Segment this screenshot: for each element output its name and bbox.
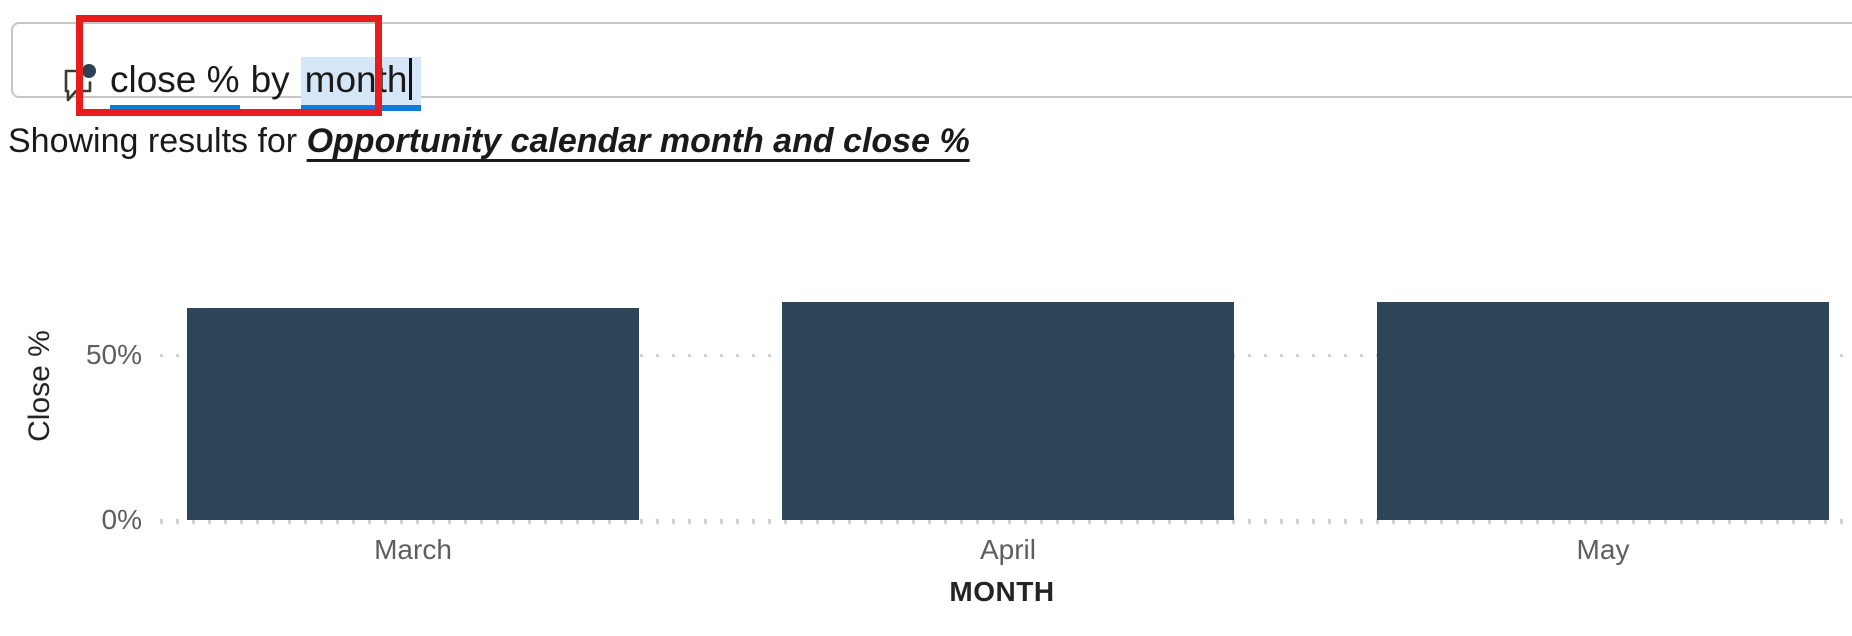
- query-token-month-label: month: [304, 59, 408, 100]
- results-caption-prefix: Showing results for: [8, 122, 307, 160]
- x-category-label-march: March: [374, 534, 452, 565]
- x-category-label-may: May: [1576, 534, 1630, 565]
- gridline-0%: [160, 519, 1844, 522]
- close-pct-by-month-bar-chart: Close % 0% 50% March April May MONTH: [0, 170, 1852, 636]
- x-category-label-april: April: [979, 534, 1036, 565]
- qna-comment-icon: [64, 62, 99, 102]
- x-axis-tick-dots: [160, 521, 1844, 524]
- query-token-by[interactable]: by: [250, 59, 290, 100]
- qna-query-input[interactable]: close % by month: [110, 57, 422, 114]
- results-restatement-link[interactable]: Opportunity calendar month and close %: [306, 122, 970, 160]
- results-caption: Showing results for Opportunity calendar…: [8, 122, 970, 161]
- query-token-month[interactable]: month: [300, 57, 422, 111]
- qna-question-box[interactable]: close % by month: [11, 22, 1852, 111]
- y-axis-title: Close %: [23, 330, 56, 442]
- y-tick-label-50%: 50%: [85, 338, 142, 370]
- text-cursor: [409, 58, 413, 100]
- x-axis-title: MONTH: [949, 576, 1055, 607]
- bar-may[interactable]: [1377, 302, 1829, 520]
- y-tick-label-0%: 0%: [101, 504, 142, 535]
- bar-april[interactable]: [782, 302, 1234, 520]
- bar-march[interactable]: [187, 308, 639, 520]
- query-token-close-pct[interactable]: close %: [110, 59, 240, 111]
